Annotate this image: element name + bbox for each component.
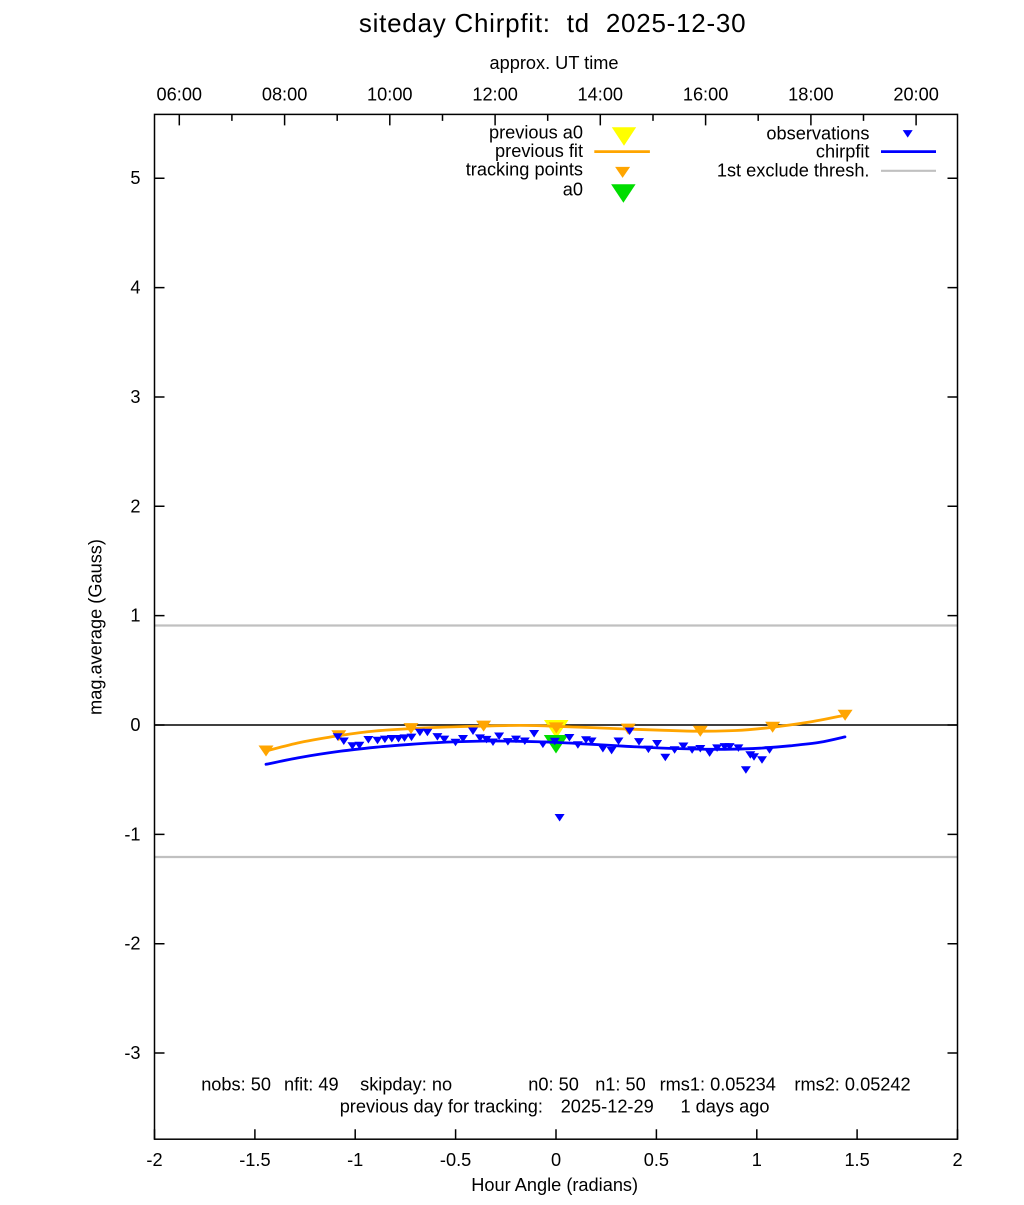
svg-text:12:00: 12:00 [472,85,518,105]
svg-text:08:00: 08:00 [262,85,308,105]
svg-text:3: 3 [130,387,140,407]
svg-text:a0: a0 [563,180,583,200]
svg-text:2: 2 [952,1150,962,1170]
svg-text:-1.5: -1.5 [239,1150,270,1170]
svg-text:1: 1 [752,1150,762,1170]
svg-text:-3: -3 [124,1043,140,1063]
svg-text:06:00: 06:00 [157,85,203,105]
svg-text:observations: observations [766,123,869,143]
svg-text:2: 2 [130,496,140,516]
svg-text:previous day for tracking:: previous day for tracking: [340,1097,543,1117]
svg-text:5: 5 [130,168,140,188]
svg-text:approx. UT time: approx. UT time [489,53,618,73]
svg-text:rms2: 0.05242: rms2: 0.05242 [794,1075,910,1095]
svg-text:0.5: 0.5 [644,1150,669,1170]
svg-text:-2: -2 [124,934,140,954]
svg-text:nfit: 49: nfit: 49 [284,1075,339,1095]
svg-text:-0.5: -0.5 [440,1150,471,1170]
svg-text:previous fit: previous fit [495,141,583,161]
svg-text:mag.average (Gauss): mag.average (Gauss) [86,539,106,715]
svg-text:1 days ago: 1 days ago [681,1097,770,1117]
svg-text:n1: 50: n1: 50 [595,1075,646,1095]
svg-text:nobs: 50: nobs: 50 [201,1075,271,1095]
svg-text:10:00: 10:00 [367,85,413,105]
svg-text:rms1: 0.05234: rms1: 0.05234 [660,1075,776,1095]
svg-text:4: 4 [130,278,140,298]
svg-text:18:00: 18:00 [788,85,834,105]
svg-text:16:00: 16:00 [683,85,729,105]
svg-text:2025-12-29: 2025-12-29 [561,1097,654,1117]
svg-text:tracking points: tracking points [466,160,583,180]
svg-text:-1: -1 [124,824,140,844]
svg-text:20:00: 20:00 [893,85,939,105]
svg-text:0: 0 [130,715,140,735]
svg-text:1st exclude thresh.: 1st exclude thresh. [717,161,870,181]
svg-text:1: 1 [130,606,140,626]
svg-text:skipday: no: skipday: no [360,1075,452,1095]
svg-text:siteday Chirpfit: td 2025-12: siteday Chirpfit: td 2025-12-30 [359,8,747,38]
svg-text:14:00: 14:00 [578,85,624,105]
svg-text:n0: 50: n0: 50 [528,1075,579,1095]
svg-text:1.5: 1.5 [844,1150,869,1170]
svg-text:chirpfit: chirpfit [816,141,870,161]
svg-text:-1: -1 [347,1150,363,1170]
svg-text:Hour Angle (radians): Hour Angle (radians) [471,1175,638,1195]
svg-text:previous a0: previous a0 [489,123,583,143]
svg-text:0: 0 [551,1150,561,1170]
svg-text:-2: -2 [146,1150,162,1170]
